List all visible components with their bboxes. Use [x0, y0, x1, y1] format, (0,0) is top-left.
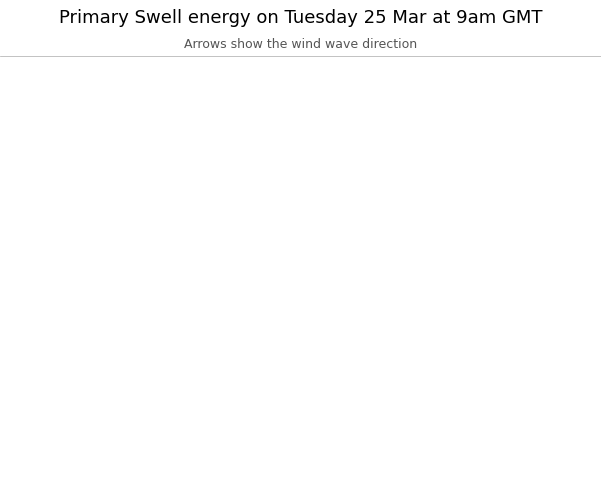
Text: Primary Swell energy on Tuesday 25 Mar at 9am GMT: Primary Swell energy on Tuesday 25 Mar a…: [59, 9, 542, 27]
Text: Arrows show the wind wave direction: Arrows show the wind wave direction: [184, 38, 417, 51]
Text: Install cartopy for map rendering: Install cartopy for map rendering: [186, 265, 415, 279]
